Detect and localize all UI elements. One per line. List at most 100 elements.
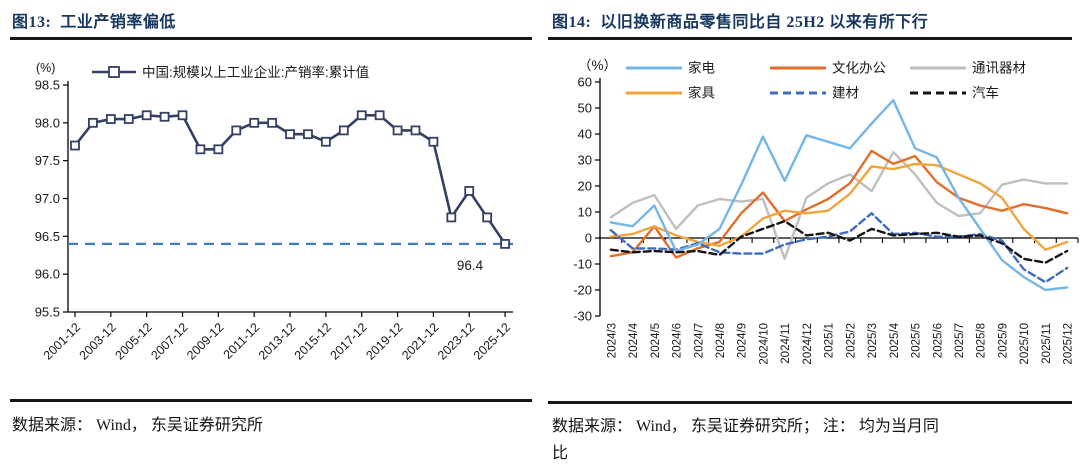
figure14-chart: （%） 60 50 40 30 20 10 0 -10 -20 -30 2024/3 2024/4 202… bbox=[548, 52, 1080, 402]
x-tick-label: 2025/5 bbox=[911, 323, 923, 358]
series-marker bbox=[446, 212, 457, 223]
x-tick-label: 2024/7 bbox=[693, 323, 705, 358]
series-marker bbox=[123, 114, 134, 124]
x-tick-label: 2025-12 bbox=[471, 320, 513, 362]
series-marker bbox=[338, 125, 349, 136]
x-tick-label: 2025/10 bbox=[1019, 323, 1031, 365]
y-tick-label: -20 bbox=[573, 283, 592, 298]
legend-marker bbox=[108, 66, 120, 78]
x-tick-label: 2025/8 bbox=[976, 323, 988, 358]
series-marker bbox=[177, 110, 188, 121]
y-tick-label: 97.0 bbox=[35, 191, 60, 206]
y-tick-label: -30 bbox=[573, 309, 592, 324]
series-line-家电 bbox=[609, 99, 1069, 292]
legend-label-通讯器材: 通讯器材 bbox=[972, 61, 1026, 76]
x-tick-label: 2009-12 bbox=[184, 320, 226, 362]
series-marker bbox=[267, 117, 278, 128]
x-tick-label: 2024/4 bbox=[628, 322, 640, 358]
x-tick-label: 2024/11 bbox=[780, 323, 792, 364]
x-tick-label: 2007-12 bbox=[148, 320, 190, 362]
y-tick-label: 10 bbox=[578, 205, 592, 220]
refline-label: 96.4 bbox=[457, 258, 484, 273]
x-tick-label: 2023-12 bbox=[435, 320, 477, 362]
y-tick-label: 0 bbox=[585, 231, 592, 246]
x-tick-label: 2025/3 bbox=[867, 323, 879, 358]
x-tick-label: 2021-12 bbox=[399, 320, 441, 362]
y-tick-label: -10 bbox=[573, 257, 592, 272]
series-line-建材 bbox=[609, 212, 1069, 284]
x-tick-label: 2025/9 bbox=[997, 323, 1009, 358]
legend-label-家电: 家电 bbox=[688, 60, 715, 76]
x-tick-label: 2025/1 bbox=[824, 323, 836, 358]
series-line-文化办公 bbox=[609, 149, 1069, 259]
series-line-家具 bbox=[609, 162, 1069, 251]
x-tick-label: 2025/2 bbox=[845, 323, 857, 358]
figure13-source: 数据来源： Wind， 东吴证券研究所 bbox=[12, 417, 263, 434]
figure14-source: 数据来源： Wind， 东吴证券研究所； 注： 均为当月同比 bbox=[552, 418, 939, 463]
legend-label-汽车: 汽车 bbox=[972, 85, 999, 101]
y-tick-label: 95.5 bbox=[35, 305, 60, 320]
series-line-汽车 bbox=[609, 219, 1069, 264]
figure13-chart: (%) 98.5 98.0 97.5 97.0 96.5 96.0 95.5 2001-12 20… bbox=[8, 52, 542, 402]
x-tick-label: 2025/12 bbox=[1063, 323, 1075, 365]
x-tick-label: 2024/5 bbox=[650, 323, 662, 358]
series-marker bbox=[285, 129, 295, 140]
y-tick-label: 97.5 bbox=[35, 153, 60, 168]
x-tick-label: 2024/3 bbox=[606, 323, 618, 358]
series-marker bbox=[410, 125, 421, 136]
figure13-title: 图13: 工业产销率偏低 bbox=[12, 14, 176, 31]
legend-label-建材: 建材 bbox=[832, 86, 859, 101]
x-tick-label: 2013-12 bbox=[256, 320, 298, 362]
series-marker bbox=[428, 136, 439, 147]
series-marker bbox=[213, 144, 224, 155]
x-tick-label: 2024/12 bbox=[802, 323, 814, 365]
series-marker bbox=[231, 125, 242, 136]
series-marker bbox=[88, 117, 98, 128]
x-tick-label: 2017-12 bbox=[328, 320, 370, 362]
figure13-bottom-rule bbox=[10, 399, 532, 402]
series-marker bbox=[70, 140, 80, 151]
series-marker bbox=[482, 212, 493, 223]
y-tick-label: 20 bbox=[578, 179, 592, 194]
y-tick-label: 98.0 bbox=[35, 115, 60, 130]
y-tick-label: 96.5 bbox=[35, 229, 60, 244]
y-tick-label: 40 bbox=[578, 127, 592, 142]
x-tick-label: 2019-12 bbox=[363, 320, 405, 362]
series-marker bbox=[141, 110, 152, 121]
figure14-title-rule bbox=[548, 37, 1072, 40]
x-tick-label: 2024/8 bbox=[715, 323, 727, 358]
x-tick-label: 2003-12 bbox=[77, 320, 119, 362]
series-marker bbox=[392, 125, 403, 136]
y-unit-label: (%) bbox=[36, 61, 55, 75]
x-tick-label: 2015-12 bbox=[292, 320, 334, 362]
y-unit-label: （%） bbox=[578, 58, 617, 73]
x-tick-label: 2024/10 bbox=[758, 323, 770, 365]
x-tick-label: 2025/11 bbox=[1041, 323, 1053, 364]
figure14-svg: （%） 60 50 40 30 20 10 0 -10 -20 -30 2024/3 2024/4 202… bbox=[573, 58, 1079, 365]
x-tick-label: 2001-12 bbox=[41, 320, 83, 362]
y-tick-label: 98.5 bbox=[35, 78, 60, 93]
y-tick-label: 96.0 bbox=[35, 267, 60, 282]
series-marker bbox=[303, 129, 313, 140]
figure14-bottom-rule bbox=[548, 401, 1072, 404]
series-marker bbox=[356, 110, 367, 121]
series-line-通讯器材 bbox=[609, 150, 1069, 261]
y-tick-label: 30 bbox=[578, 153, 592, 168]
legend-label-家具: 家具 bbox=[688, 85, 715, 101]
legend-label-文化办公: 文化办公 bbox=[832, 61, 886, 76]
y-tick-label: 60 bbox=[578, 75, 592, 90]
figure14-title: 图14: 以旧换新商品零售同比自 25H2 以来有所下行 bbox=[552, 14, 929, 31]
series-marker bbox=[159, 111, 170, 122]
x-tick-label: 2024/9 bbox=[737, 323, 749, 358]
series-marker bbox=[249, 117, 260, 128]
x-tick-label: 2024/6 bbox=[672, 323, 684, 358]
figure13-title-rule bbox=[10, 37, 532, 40]
legend-label: 中国:规模以上工业企业:产销率:累计值 bbox=[142, 64, 369, 80]
x-tick-label: 2025/7 bbox=[954, 323, 966, 358]
y-tick-label: 50 bbox=[578, 101, 592, 116]
series-marker bbox=[374, 110, 385, 121]
x-tick-label: 2025/6 bbox=[932, 323, 944, 358]
series-marker bbox=[320, 136, 331, 147]
series-marker bbox=[195, 144, 206, 155]
